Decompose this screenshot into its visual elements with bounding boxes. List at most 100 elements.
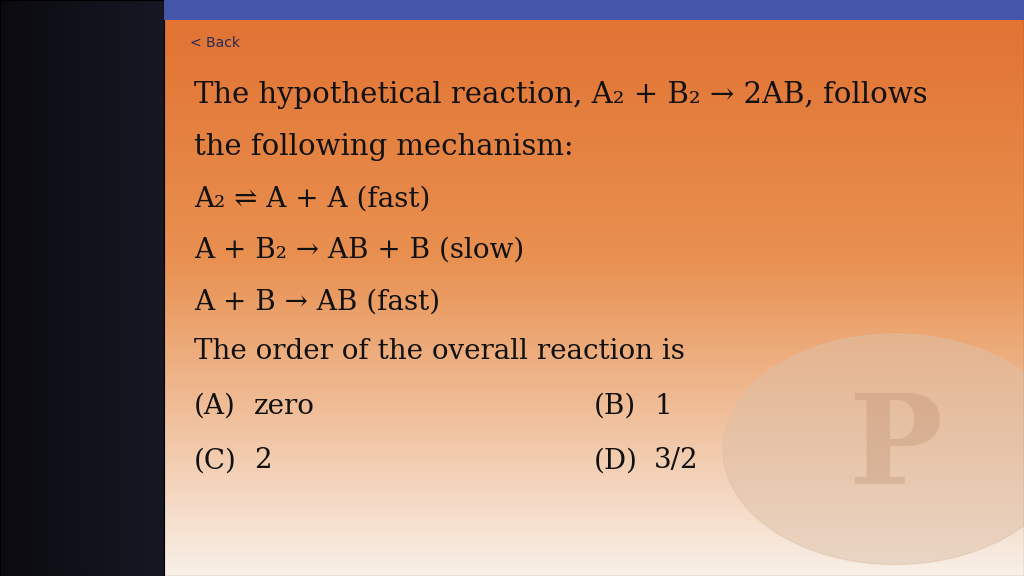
Bar	[164, 376, 1024, 378]
Bar	[31, 0, 33, 576]
Bar	[164, 384, 1024, 386]
Bar	[162, 0, 164, 576]
Bar	[76, 0, 77, 576]
Bar	[5, 0, 6, 576]
Bar	[59, 0, 60, 576]
Bar	[100, 0, 101, 576]
Bar	[164, 294, 1024, 295]
Bar	[164, 388, 1024, 390]
Bar	[164, 50, 1024, 52]
Bar	[164, 453, 1024, 455]
Bar	[164, 284, 1024, 286]
Bar	[164, 342, 1024, 344]
Bar	[164, 48, 1024, 50]
Bar	[43, 0, 44, 576]
Bar	[164, 171, 1024, 173]
Bar	[164, 426, 1024, 428]
Bar	[164, 85, 1024, 86]
Bar	[164, 572, 1024, 574]
Bar	[164, 347, 1024, 350]
Bar	[164, 206, 1024, 207]
Bar	[79, 0, 80, 576]
Bar	[154, 0, 156, 576]
Bar	[164, 311, 1024, 313]
Bar	[164, 271, 1024, 272]
Bar	[164, 494, 1024, 495]
Bar	[164, 534, 1024, 536]
Bar	[164, 157, 1024, 160]
Bar	[164, 361, 1024, 363]
Bar	[164, 491, 1024, 494]
Bar	[164, 315, 1024, 317]
Bar	[164, 123, 1024, 125]
Bar	[164, 125, 1024, 127]
Text: A + B → AB (fast): A + B → AB (fast)	[194, 289, 440, 316]
Bar	[137, 0, 139, 576]
Bar	[164, 428, 1024, 430]
Bar	[150, 0, 151, 576]
Bar	[134, 0, 136, 576]
Bar	[164, 98, 1024, 100]
Bar	[80, 0, 82, 576]
Bar	[90, 0, 92, 576]
Bar	[164, 327, 1024, 328]
Bar	[164, 344, 1024, 346]
Bar	[164, 551, 1024, 553]
Bar	[164, 471, 1024, 472]
Bar	[164, 131, 1024, 132]
Bar	[164, 81, 1024, 82]
Bar	[164, 390, 1024, 392]
Bar	[164, 386, 1024, 388]
Bar	[164, 117, 1024, 119]
Bar	[164, 90, 1024, 92]
Bar	[30, 0, 31, 576]
Bar	[101, 0, 103, 576]
Bar	[164, 374, 1024, 376]
Bar	[164, 482, 1024, 484]
Bar	[164, 96, 1024, 98]
Bar	[164, 25, 1024, 27]
Bar	[164, 415, 1024, 416]
Text: A + B₂ → AB + B (slow): A + B₂ → AB + B (slow)	[194, 237, 524, 264]
Bar	[22, 0, 23, 576]
Bar	[164, 332, 1024, 334]
Bar	[93, 0, 95, 576]
Bar	[141, 0, 142, 576]
Text: P: P	[848, 389, 942, 510]
Text: 1: 1	[654, 393, 672, 419]
Bar	[164, 300, 1024, 301]
Bar	[68, 0, 69, 576]
Bar	[74, 0, 76, 576]
Bar	[164, 405, 1024, 407]
Bar	[164, 382, 1024, 384]
Bar	[164, 393, 1024, 396]
Text: (D): (D)	[594, 448, 638, 474]
Bar	[164, 323, 1024, 324]
Bar	[164, 501, 1024, 503]
Bar	[133, 0, 134, 576]
Bar	[164, 102, 1024, 104]
Bar	[164, 304, 1024, 305]
Bar	[126, 0, 128, 576]
Bar	[164, 190, 1024, 192]
Bar	[23, 0, 25, 576]
Text: < Back: < Back	[189, 36, 240, 50]
Bar	[164, 369, 1024, 370]
Text: (C): (C)	[194, 448, 237, 474]
Text: The hypothetical reaction, A₂ + B₂ → 2AB, follows: The hypothetical reaction, A₂ + B₂ → 2AB…	[194, 81, 928, 109]
Bar	[164, 355, 1024, 357]
Bar	[164, 207, 1024, 209]
Bar	[164, 219, 1024, 221]
Bar	[158, 0, 159, 576]
Bar	[164, 282, 1024, 284]
Bar	[164, 336, 1024, 338]
Bar	[164, 517, 1024, 518]
Bar	[164, 148, 1024, 150]
Bar	[164, 209, 1024, 211]
Bar	[164, 75, 1024, 77]
Bar	[69, 0, 71, 576]
Bar	[164, 499, 1024, 501]
Bar	[120, 0, 121, 576]
Text: A₂ ⇌ A + A (fast): A₂ ⇌ A + A (fast)	[194, 185, 430, 212]
Bar	[164, 183, 1024, 184]
